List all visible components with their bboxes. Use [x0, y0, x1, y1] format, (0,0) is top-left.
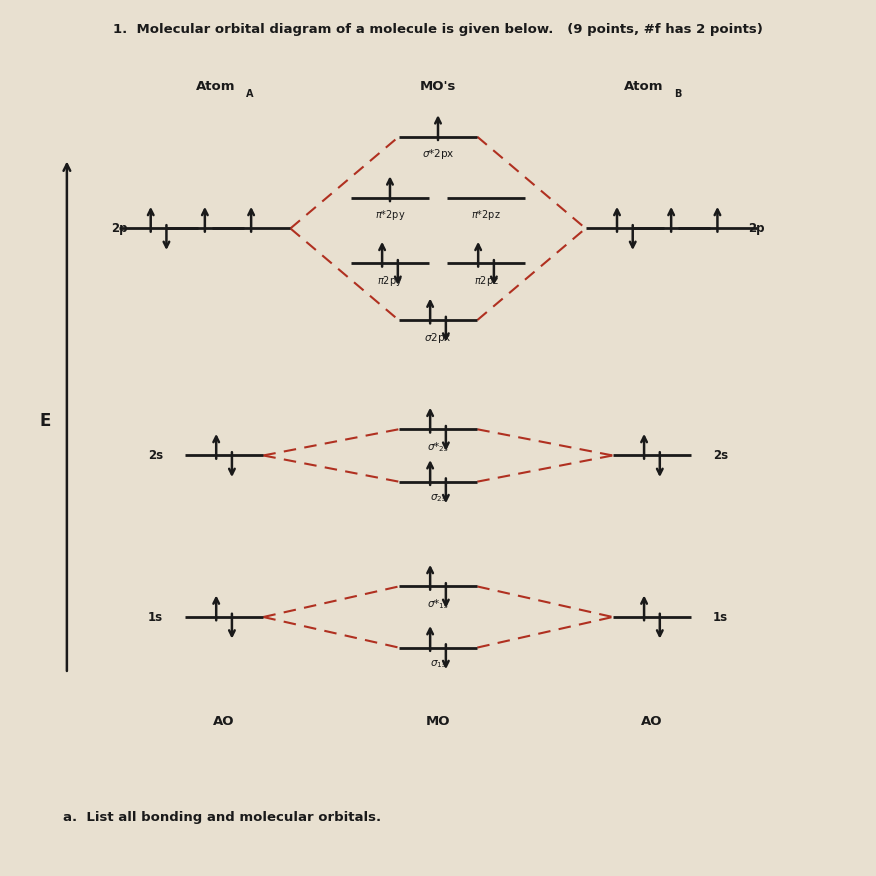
Text: $\sigma$*2px: $\sigma$*2px [421, 147, 455, 161]
Text: 1s: 1s [148, 611, 163, 624]
Text: A: A [246, 89, 253, 99]
Text: Atom: Atom [195, 80, 235, 93]
Text: AO: AO [641, 716, 662, 728]
Text: MO's: MO's [420, 80, 456, 93]
Text: $\sigma_{1s}$: $\sigma_{1s}$ [429, 658, 447, 670]
Text: 1.  Molecular orbital diagram of a molecule is given below.   (9 points, #f has : 1. Molecular orbital diagram of a molecu… [113, 24, 763, 36]
Text: B: B [674, 89, 682, 99]
Text: $\sigma$*$_{1s}$: $\sigma$*$_{1s}$ [427, 597, 449, 611]
Text: 2s: 2s [148, 449, 163, 462]
Text: $\pi$2py: $\pi$2py [377, 274, 403, 288]
Text: 2p: 2p [111, 222, 128, 235]
Text: $\pi$2pz: $\pi$2pz [474, 274, 498, 288]
Text: AO: AO [214, 716, 235, 728]
Text: a.  List all bonding and molecular orbitals.: a. List all bonding and molecular orbita… [62, 811, 381, 824]
Text: $\sigma$2px: $\sigma$2px [424, 330, 452, 344]
Text: $\sigma_{2s}$: $\sigma_{2s}$ [429, 492, 447, 504]
Text: 1s: 1s [713, 611, 728, 624]
Text: $\pi$*2py: $\pi$*2py [375, 208, 406, 223]
Text: 2p: 2p [748, 222, 765, 235]
Text: $\pi$*2pz: $\pi$*2pz [471, 208, 501, 223]
Text: E: E [39, 412, 51, 429]
Text: 2s: 2s [713, 449, 728, 462]
Text: $\sigma$*$_{2s}$: $\sigma$*$_{2s}$ [427, 440, 449, 454]
Text: Atom: Atom [624, 80, 663, 93]
Text: MO: MO [426, 716, 450, 728]
